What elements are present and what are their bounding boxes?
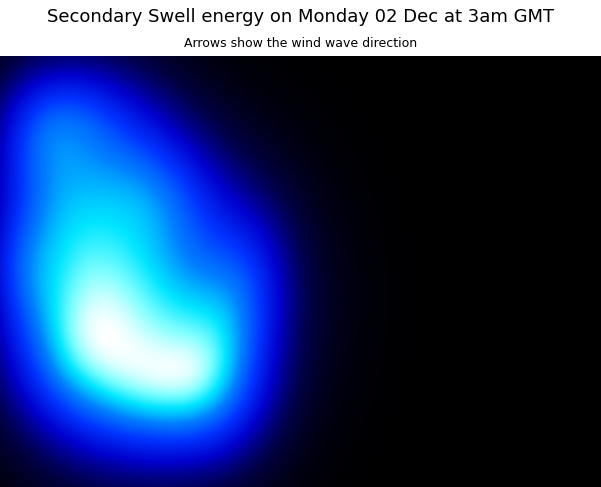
- Text: Arrows show the wind wave direction: Arrows show the wind wave direction: [184, 37, 417, 50]
- Text: Secondary Swell energy on Monday 02 Dec at 3am GMT: Secondary Swell energy on Monday 02 Dec …: [47, 8, 554, 26]
